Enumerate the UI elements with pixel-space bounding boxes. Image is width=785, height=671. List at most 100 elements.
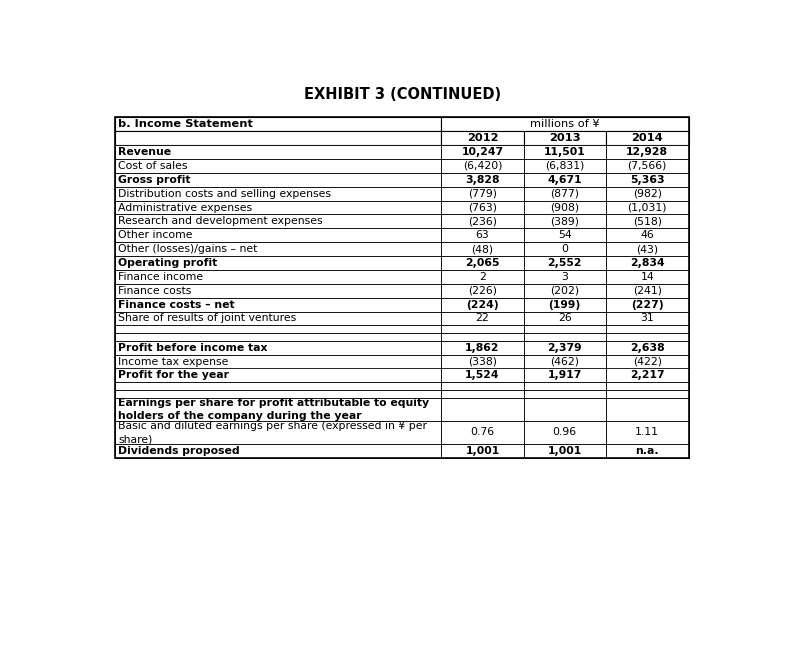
Bar — [524, 333, 606, 341]
Text: Finance costs: Finance costs — [119, 286, 192, 296]
Bar — [524, 444, 606, 458]
Bar — [441, 444, 524, 458]
Bar — [606, 333, 688, 341]
Text: 4,671: 4,671 — [547, 175, 582, 185]
Bar — [115, 242, 441, 256]
Bar — [441, 215, 524, 228]
Text: 46: 46 — [641, 230, 654, 240]
Bar — [441, 368, 524, 382]
Bar — [115, 132, 441, 145]
Bar — [524, 341, 606, 355]
Bar — [524, 421, 606, 444]
Text: (877): (877) — [550, 189, 579, 199]
Bar — [441, 145, 524, 159]
Text: 0: 0 — [561, 244, 568, 254]
Bar — [606, 228, 688, 242]
Text: Share of results of joint ventures: Share of results of joint ventures — [119, 313, 297, 323]
Text: (462): (462) — [550, 356, 579, 366]
Bar — [441, 325, 524, 333]
Text: (422): (422) — [633, 356, 662, 366]
Bar — [441, 390, 524, 398]
Bar — [441, 228, 524, 242]
Bar — [606, 341, 688, 355]
Text: 63: 63 — [476, 230, 489, 240]
Bar — [606, 368, 688, 382]
Text: 1,001: 1,001 — [548, 446, 582, 456]
Bar — [524, 145, 606, 159]
Text: (236): (236) — [468, 217, 497, 226]
Text: 1,524: 1,524 — [466, 370, 500, 380]
Bar — [524, 382, 606, 390]
Bar — [606, 284, 688, 298]
Bar — [115, 228, 441, 242]
Text: Cost of sales: Cost of sales — [119, 161, 188, 171]
Text: (224): (224) — [466, 299, 498, 309]
Text: (763): (763) — [468, 203, 497, 213]
Bar — [441, 159, 524, 173]
Bar — [441, 284, 524, 298]
Text: 26: 26 — [558, 313, 571, 323]
Bar — [115, 398, 441, 421]
Bar — [524, 398, 606, 421]
Text: 3: 3 — [561, 272, 568, 282]
Text: (779): (779) — [468, 189, 497, 199]
Text: Earnings per share for profit attributable to equity
holders of the company duri: Earnings per share for profit attributab… — [119, 398, 429, 421]
Bar — [441, 382, 524, 390]
Bar — [115, 145, 441, 159]
Text: b. Income Statement: b. Income Statement — [119, 119, 253, 130]
Text: 1,001: 1,001 — [466, 446, 499, 456]
Bar — [606, 159, 688, 173]
Bar — [606, 173, 688, 187]
Bar — [441, 398, 524, 421]
Bar — [606, 398, 688, 421]
Bar — [115, 382, 441, 390]
Bar — [606, 325, 688, 333]
Bar — [115, 187, 441, 201]
Bar — [115, 117, 688, 458]
Text: 2014: 2014 — [631, 134, 663, 144]
Text: 1,862: 1,862 — [466, 343, 500, 353]
Text: Income tax expense: Income tax expense — [119, 356, 228, 366]
Text: Other (losses)/gains – net: Other (losses)/gains – net — [119, 244, 257, 254]
Bar — [606, 145, 688, 159]
Text: EXHIBIT 3 (CONTINUED): EXHIBIT 3 (CONTINUED) — [304, 87, 501, 102]
Text: (1,031): (1,031) — [627, 203, 667, 213]
Bar — [115, 173, 441, 187]
Bar — [115, 284, 441, 298]
Text: 2012: 2012 — [467, 134, 498, 144]
Bar — [441, 270, 524, 284]
Bar — [524, 311, 606, 325]
Bar — [115, 270, 441, 284]
Bar — [441, 256, 524, 270]
Text: Basic and diluted earnings per share (expressed in ¥ per
share): Basic and diluted earnings per share (ex… — [119, 421, 427, 444]
Text: 31: 31 — [641, 313, 654, 323]
Bar — [606, 256, 688, 270]
Text: 0.96: 0.96 — [553, 427, 577, 437]
Bar — [115, 390, 441, 398]
Bar — [524, 355, 606, 368]
Text: (226): (226) — [468, 286, 497, 296]
Text: (6,420): (6,420) — [463, 161, 502, 171]
Bar — [524, 298, 606, 311]
Text: 2013: 2013 — [549, 134, 580, 144]
Text: Other income: Other income — [119, 230, 193, 240]
Text: 54: 54 — [558, 230, 571, 240]
Bar — [115, 444, 441, 458]
Bar — [606, 270, 688, 284]
Bar — [115, 421, 441, 444]
Text: 2,065: 2,065 — [466, 258, 500, 268]
Text: 1,917: 1,917 — [547, 370, 582, 380]
Text: Dividends proposed: Dividends proposed — [119, 446, 240, 456]
Text: Finance costs – net: Finance costs – net — [119, 299, 235, 309]
Bar — [524, 390, 606, 398]
Bar — [115, 333, 441, 341]
Bar — [524, 325, 606, 333]
Text: (982): (982) — [633, 189, 662, 199]
Bar — [441, 242, 524, 256]
Bar — [441, 333, 524, 341]
Text: 5,363: 5,363 — [630, 175, 665, 185]
Bar — [606, 187, 688, 201]
Bar — [441, 132, 524, 145]
Bar — [524, 256, 606, 270]
Text: 2,552: 2,552 — [547, 258, 582, 268]
